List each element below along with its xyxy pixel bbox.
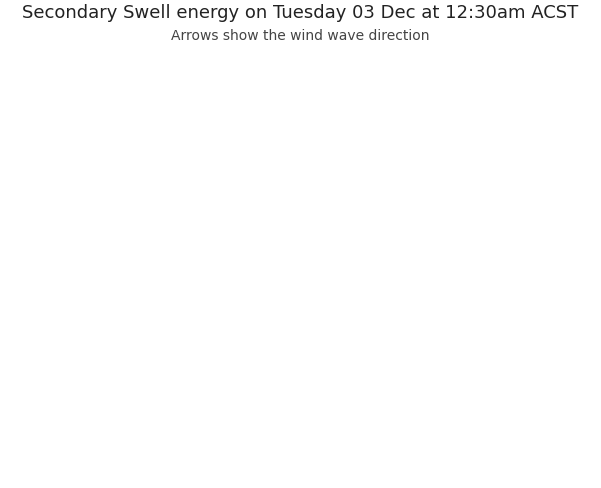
Text: Arrows show the wind wave direction: Arrows show the wind wave direction [171,29,430,43]
Text: Secondary Swell energy on Tuesday 03 Dec at 12:30am ACST: Secondary Swell energy on Tuesday 03 Dec… [22,4,579,22]
